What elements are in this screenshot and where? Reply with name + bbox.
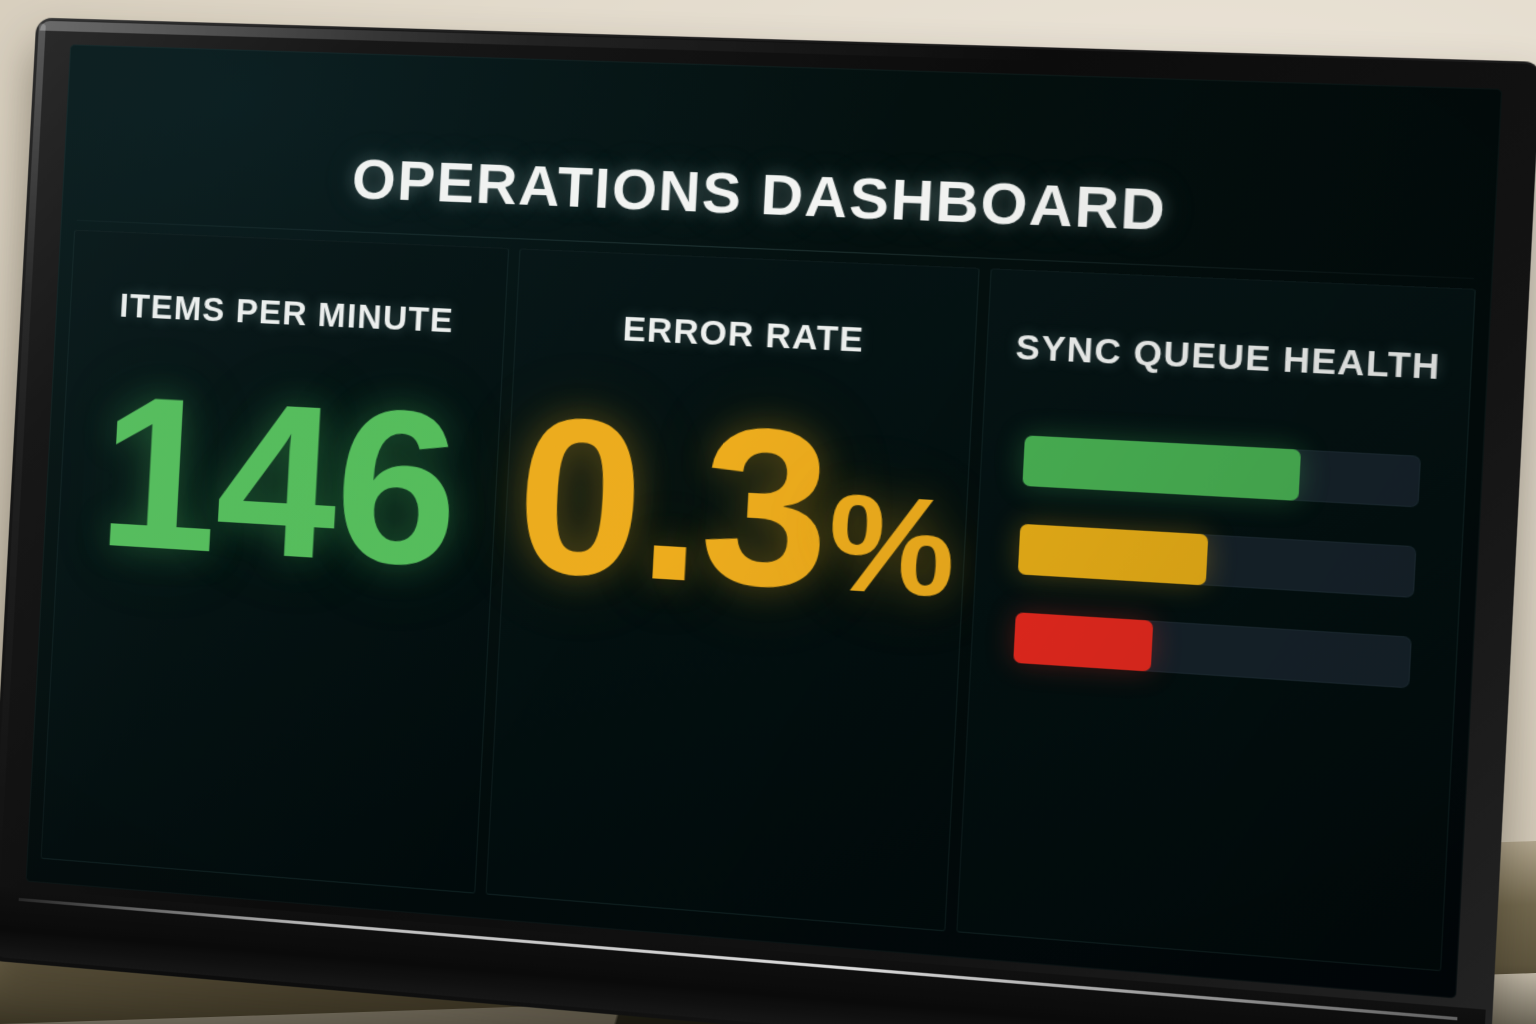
operations-dashboard: OPERATIONS DASHBOARD ITEMS PER MINUTE 14…: [26, 44, 1503, 998]
queue-bar-healthy-track: [1022, 435, 1422, 508]
metric-value-error-rate: 0.3 %: [511, 370, 961, 637]
queue-bar-critical: [1013, 612, 1153, 672]
metric-value-items-per-minute: 146: [93, 349, 463, 614]
metric-number-error-rate: 0.3: [511, 370, 835, 637]
metric-card-grid: ITEMS PER MINUTE 146 ERROR RATE: [40, 229, 1476, 972]
queue-bar-critical-track: [1013, 612, 1413, 689]
card-error-rate[interactable]: ERROR RATE 0.3 %: [485, 248, 980, 932]
queue-bar-healthy: [1022, 435, 1301, 501]
monitor: OPERATIONS DASHBOARD ITEMS PER MINUTE 14…: [0, 17, 1536, 1024]
card-body-sync-queue-health: [957, 416, 1467, 970]
metric-unit-error-rate: %: [824, 465, 958, 626]
card-body-items-per-minute: 146: [42, 349, 501, 893]
queue-health-bar-list: [1013, 435, 1422, 689]
card-body-error-rate: 0.3 %: [487, 370, 971, 931]
card-title-error-rate: ERROR RATE: [621, 309, 866, 360]
card-title-items-per-minute: ITEMS PER MINUTE: [118, 286, 455, 340]
metric-number-items-per-minute: 146: [93, 349, 463, 614]
card-sync-queue-health[interactable]: SYNC QUEUE HEALTH: [955, 268, 1476, 972]
card-items-per-minute[interactable]: ITEMS PER MINUTE 146: [40, 229, 510, 894]
card-title-sync-queue-health: SYNC QUEUE HEALTH: [1014, 327, 1442, 387]
queue-bar-warning-track: [1018, 523, 1417, 598]
queue-bar-warning: [1018, 523, 1209, 586]
monitor-screen: OPERATIONS DASHBOARD ITEMS PER MINUTE 14…: [25, 44, 1503, 999]
monitor-bezel: OPERATIONS DASHBOARD ITEMS PER MINUTE 14…: [0, 17, 1536, 1024]
